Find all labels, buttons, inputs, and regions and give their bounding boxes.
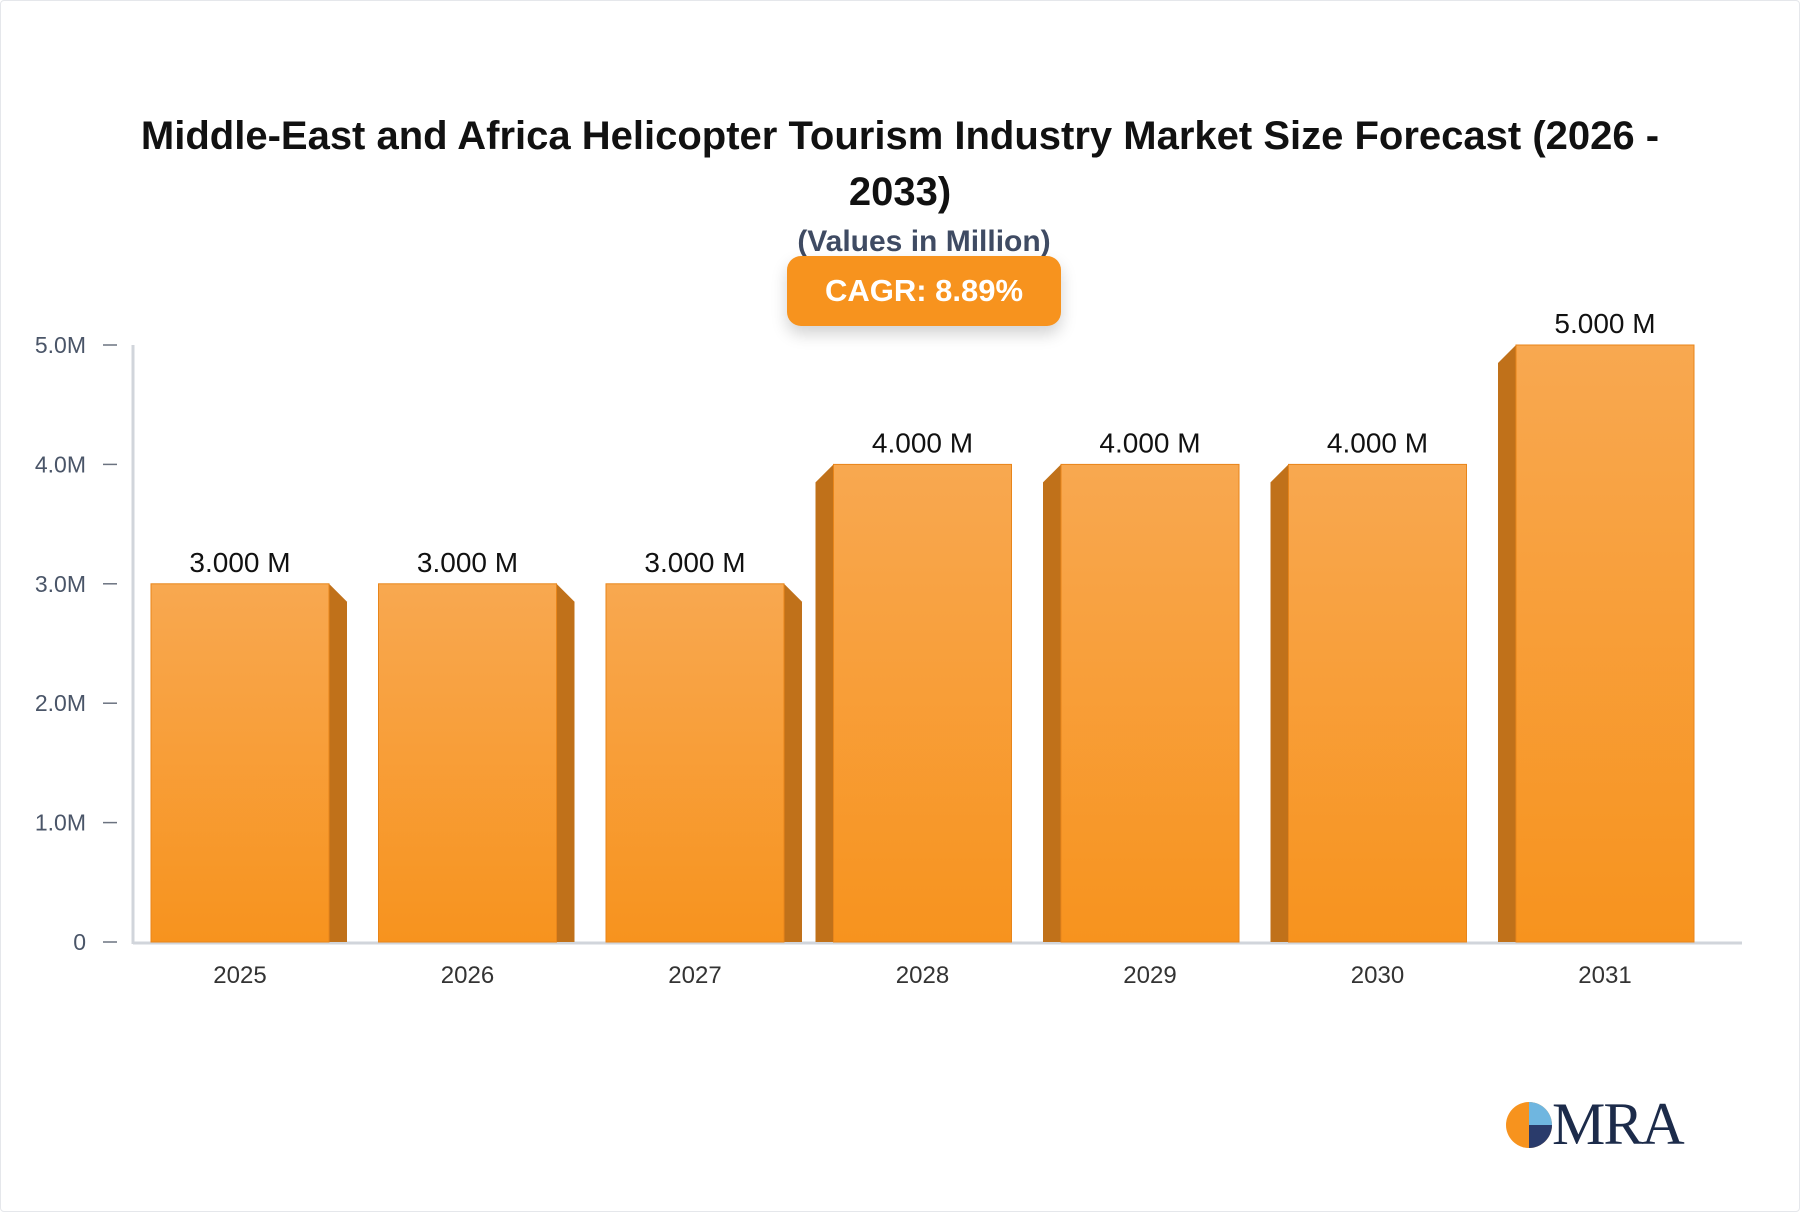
y-tick-label: 0 (73, 929, 86, 955)
bar-2030 (1288, 463, 1467, 943)
data-label-2025: 3.000 M (189, 547, 290, 578)
bars (150, 344, 1695, 943)
data-label-2031: 5.000 M (1554, 308, 1655, 339)
bar-side-2025 (329, 583, 347, 942)
logo-text: MRA (1552, 1091, 1685, 1157)
bar-side-2026 (556, 583, 575, 942)
bar-side-2030 (1270, 464, 1289, 942)
data-label-2028: 4.000 M (872, 427, 973, 458)
bar-2028 (833, 463, 1012, 943)
data-label-2026: 3.000 M (417, 547, 518, 578)
axes: 0 1.0M 2.0M 3.0M 4.0M 5.0M (35, 332, 1742, 955)
x-tick-label-2028: 2028 (896, 962, 949, 989)
bar-side-2027 (784, 583, 802, 942)
data-label-2027: 3.000 M (644, 547, 745, 578)
data-label-2030: 4.000 M (1327, 427, 1428, 458)
labels: 3.000 M 2025 3.000 M 2026 3.000 M 2027 4.000 M… (189, 308, 1655, 989)
bar-side-2031 (1498, 345, 1516, 942)
bar-2031 (1515, 344, 1695, 943)
x-tick-label-2027: 2027 (668, 962, 721, 989)
bar-2026 (378, 583, 557, 943)
chart-subtitle: (Values in Million) (797, 225, 1051, 258)
x-tick-label-2031: 2031 (1578, 962, 1631, 989)
x-tick-label-2029: 2029 (1123, 962, 1176, 989)
x-tick-label-2030: 2030 (1351, 962, 1404, 989)
y-tick-label: 1.0M (35, 810, 86, 836)
y-tick-label: 4.0M (35, 451, 86, 477)
bar-2027 (605, 583, 785, 943)
x-tick-label-2026: 2026 (441, 962, 494, 989)
y-tick-label: 5.0M (35, 332, 86, 358)
x-tick-label-2025: 2025 (213, 962, 266, 989)
bar-2025 (150, 583, 330, 943)
mra-logo: MRA (1504, 1092, 1704, 1156)
chart-title: Middle-East and Africa Helicopter Touris… (140, 114, 1660, 214)
cagr-badge: CAGR: 8.89% (787, 256, 1061, 326)
bar-side-2029 (1043, 464, 1061, 942)
bar-side-2028 (815, 464, 834, 942)
bar-2029 (1060, 463, 1240, 943)
data-label-2029: 4.000 M (1099, 427, 1200, 458)
y-tick-label: 3.0M (35, 571, 86, 597)
y-tick-label: 2.0M (35, 690, 86, 716)
logo-icon (1506, 1102, 1552, 1148)
